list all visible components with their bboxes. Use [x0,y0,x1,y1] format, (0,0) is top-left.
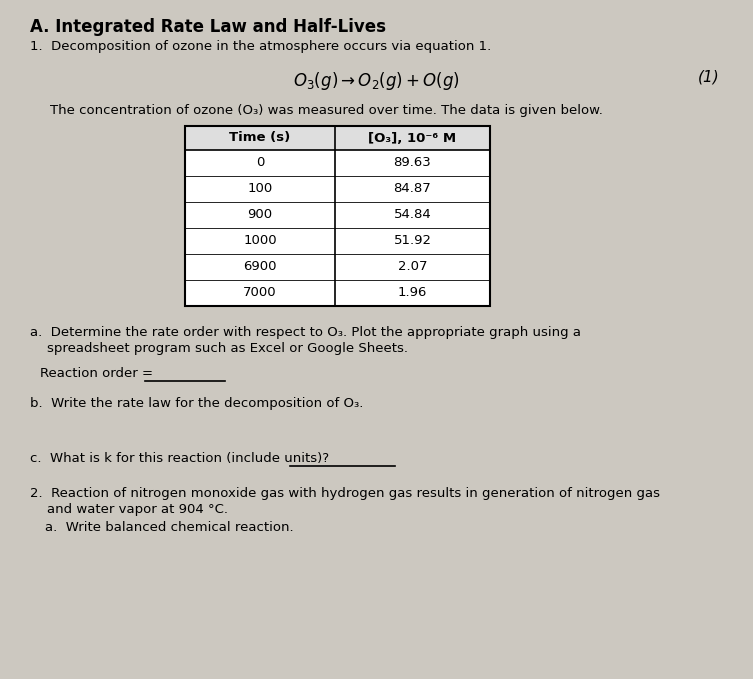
Bar [185,126,490,306]
Text: The concentration of ozone (O₃) was measured over time. The data is given below.: The concentration of ozone (O₃) was meas… [50,104,603,117]
Text: a.  Determine the rate order with respect to O₃. Plot the appropriate graph usin: a. Determine the rate order with respect… [30,326,581,339]
Text: 1.  Decomposition of ozone in the atmosphere occurs via equation 1.: 1. Decomposition of ozone in the atmosph… [30,40,491,53]
Text: 1000: 1000 [243,234,277,248]
Text: b.  Write the rate law for the decomposition of O₃.: b. Write the rate law for the decomposit… [30,397,364,410]
Text: $O_3(g) \rightarrow O_2(g) + O(g)$: $O_3(g) \rightarrow O_2(g) + O(g)$ [293,70,460,92]
Text: 1.96: 1.96 [398,287,427,299]
Text: 54.84: 54.84 [394,208,431,221]
Text: c.  What is k for this reaction (include units)?: c. What is k for this reaction (include … [30,452,329,465]
Bar [185,126,490,306]
Text: spreadsheet program such as Excel or Google Sheets.: spreadsheet program such as Excel or Goo… [30,342,408,355]
Text: 51.92: 51.92 [394,234,431,248]
Text: Reaction order =: Reaction order = [40,367,157,380]
Text: (1): (1) [698,70,720,85]
Text: and water vapor at 904 °C.: and water vapor at 904 °C. [30,503,228,516]
Text: 2.07: 2.07 [398,261,427,274]
Text: A. Integrated Rate Law and Half-Lives: A. Integrated Rate Law and Half-Lives [30,18,386,36]
Text: 7000: 7000 [243,287,277,299]
Text: 2.  Reaction of nitrogen monoxide gas with hydrogen gas results in generation of: 2. Reaction of nitrogen monoxide gas wit… [30,487,660,500]
Text: a.  Write balanced chemical reaction.: a. Write balanced chemical reaction. [45,521,294,534]
Text: 84.87: 84.87 [394,183,431,196]
Text: 6900: 6900 [243,261,277,274]
Text: 89.63: 89.63 [394,156,431,170]
Text: Time (s): Time (s) [230,132,291,145]
Text: 0: 0 [256,156,264,170]
Text: [O₃], 10⁻⁶ M: [O₃], 10⁻⁶ M [368,132,456,145]
Text: 900: 900 [248,208,273,221]
Text: 100: 100 [248,183,273,196]
Bar [185,126,490,150]
